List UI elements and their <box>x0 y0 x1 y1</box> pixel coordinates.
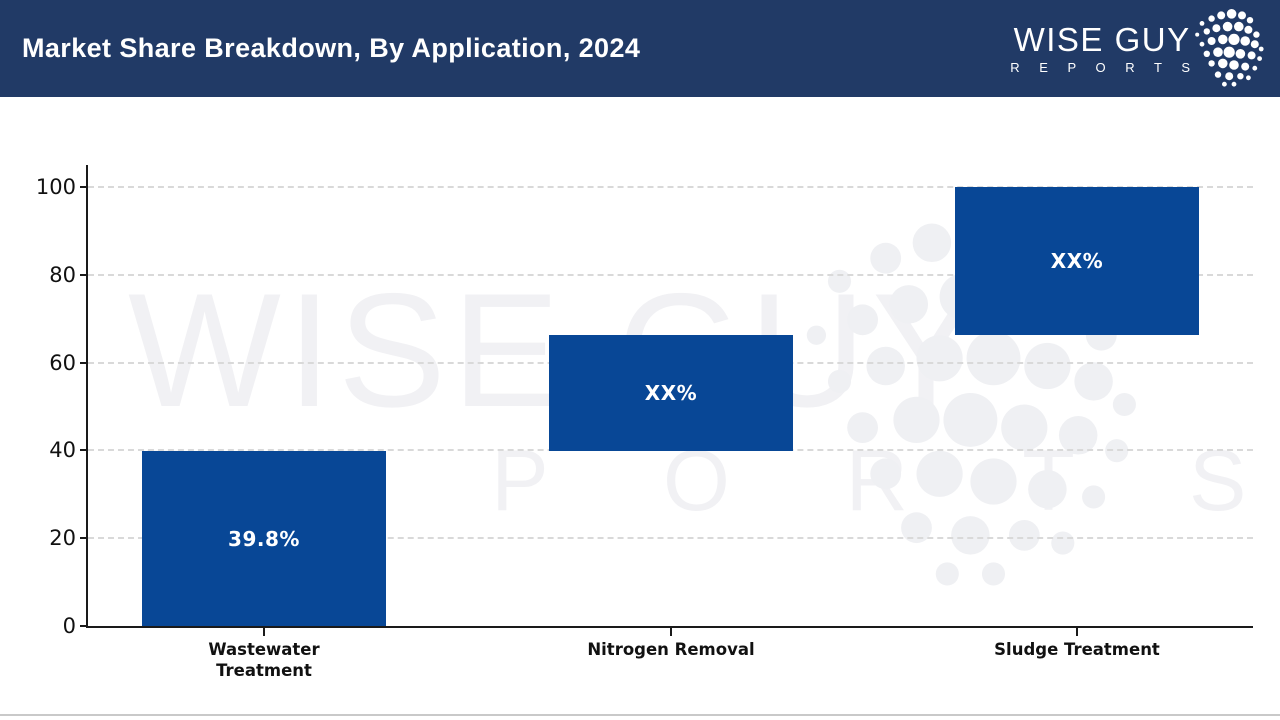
y-tick-label-0: 0 <box>62 614 76 638</box>
wiseguy-logo: WISE GUY R E P O R T S <box>1006 8 1280 89</box>
y-tick-mark-100 <box>80 186 88 188</box>
y-tick-label-20: 20 <box>49 526 76 551</box>
y-tick-mark-60 <box>80 361 88 364</box>
x-category-label-sludge-treatment: Sludge Treatment <box>994 640 1160 659</box>
header-bar: Market Share Breakdown, By Application, … <box>0 0 1280 97</box>
y-tick-label-100: 100 <box>35 175 76 199</box>
bar-nitrogen-removal: XX% <box>549 334 793 452</box>
gridline-80 <box>88 273 1253 276</box>
y-tick-label-40: 40 <box>49 438 76 463</box>
gridline-100 <box>88 186 1253 188</box>
y-tick-label-60: 60 <box>49 350 76 375</box>
y-tick-mark-40 <box>80 449 88 452</box>
y-tick-mark-80 <box>80 273 88 276</box>
x-axis-line <box>86 626 1253 628</box>
y-tick-mark-20 <box>80 537 88 540</box>
page-title: Market Share Breakdown, By Application, … <box>22 33 641 63</box>
bar-value-label-sludge-treatment: XX% <box>1050 248 1104 273</box>
logo-reports-label: R E P O R T S <box>1010 60 1198 75</box>
wiseguy-logo-text: WISE GUY R E P O R T S <box>1006 23 1198 74</box>
y-axis-line <box>86 165 88 628</box>
x-tick-mark-wastewater-treatment <box>263 628 265 636</box>
bar-wastewater-treatment: 39.8% <box>142 451 386 626</box>
bar-sludge-treatment: XX% <box>955 187 1199 335</box>
wiseguy-face-icon <box>1195 8 1264 87</box>
x-category-label-wastewater-treatment: Wastewater Treatment <box>208 640 320 680</box>
bottom-divider <box>0 714 1280 716</box>
gridline-20 <box>88 537 1253 540</box>
bar-value-label-wastewater-treatment: 39.8% <box>228 526 300 551</box>
y-tick-mark-0 <box>80 625 88 627</box>
x-tick-mark-nitrogen-removal <box>670 628 672 636</box>
x-tick-mark-sludge-treatment <box>1076 628 1078 636</box>
x-category-label-nitrogen-removal: Nitrogen Removal <box>587 640 755 659</box>
bar-value-label-nitrogen-removal: XX% <box>644 381 698 406</box>
y-tick-label-80: 80 <box>49 262 76 287</box>
logo-wiseguy-label: WISE GUY <box>1013 21 1191 58</box>
